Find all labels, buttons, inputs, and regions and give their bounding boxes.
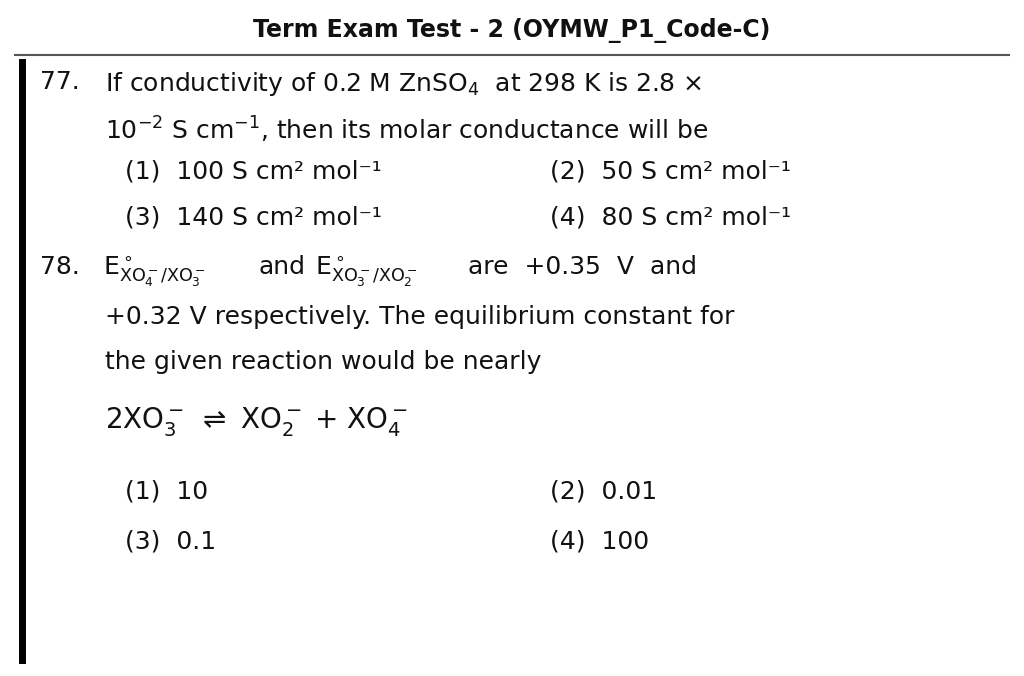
Text: (1)  100 S cm² mol⁻¹: (1) 100 S cm² mol⁻¹	[125, 160, 382, 184]
Text: 2XO$_3^-$ $\rightleftharpoons$ XO$_2^-$ + XO$_4^-$: 2XO$_3^-$ $\rightleftharpoons$ XO$_2^-$ …	[105, 405, 408, 438]
Text: are  +0.35  V  and: are +0.35 V and	[468, 255, 697, 279]
Text: 10$^{-2}$ S cm$^{-1}$, then its molar conductance will be: 10$^{-2}$ S cm$^{-1}$, then its molar co…	[105, 115, 709, 145]
Text: (2)  50 S cm² mol⁻¹: (2) 50 S cm² mol⁻¹	[550, 160, 791, 184]
Text: (3)  0.1: (3) 0.1	[125, 530, 216, 554]
Text: the given reaction would be nearly: the given reaction would be nearly	[105, 350, 542, 374]
Text: and: and	[258, 255, 305, 279]
Text: (3)  140 S cm² mol⁻¹: (3) 140 S cm² mol⁻¹	[125, 205, 382, 229]
Text: E$^\circ_{\mathregular{XO_4^-/XO_3^-}}$: E$^\circ_{\mathregular{XO_4^-/XO_3^-}}$	[103, 255, 206, 289]
Text: If conductivity of 0.2 M ZnSO$_4$  at 298 K is 2.8 ×: If conductivity of 0.2 M ZnSO$_4$ at 298…	[105, 70, 702, 98]
Text: (4)  100: (4) 100	[550, 530, 649, 554]
Text: (1)  10: (1) 10	[125, 480, 208, 504]
Text: E$^\circ_{\mathregular{XO_3^-/XO_2^-}}$: E$^\circ_{\mathregular{XO_3^-/XO_2^-}}$	[315, 255, 418, 289]
Text: 77.: 77.	[40, 70, 80, 94]
Text: 78.: 78.	[40, 255, 80, 279]
Text: Term Exam Test - 2 (OYMW_P1_Code-C): Term Exam Test - 2 (OYMW_P1_Code-C)	[253, 18, 771, 43]
Text: (2)  0.01: (2) 0.01	[550, 480, 657, 504]
Text: (4)  80 S cm² mol⁻¹: (4) 80 S cm² mol⁻¹	[550, 205, 792, 229]
Text: +0.32 V respectively. The equilibrium constant for: +0.32 V respectively. The equilibrium co…	[105, 305, 734, 329]
